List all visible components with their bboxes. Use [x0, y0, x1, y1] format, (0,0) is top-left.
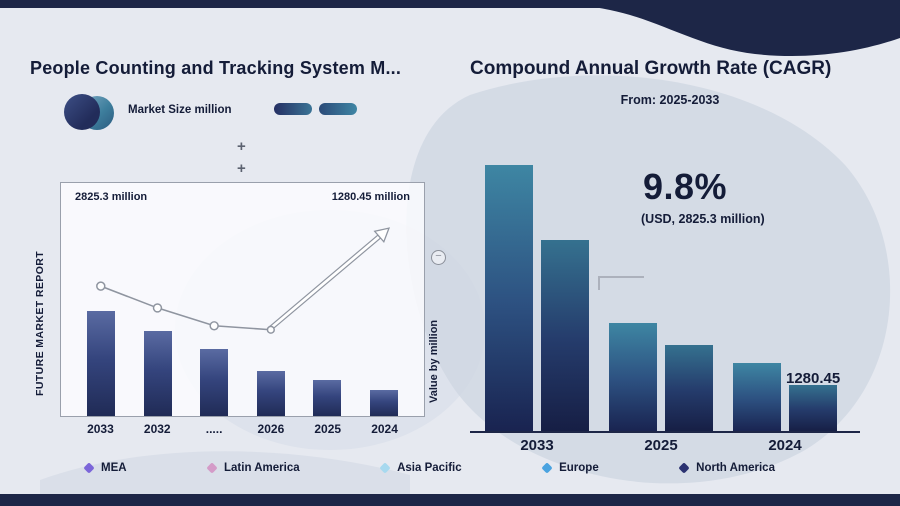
- legend-item-europe: Europe: [541, 462, 599, 474]
- left-year-label: 2024: [371, 422, 398, 436]
- left-bar: [200, 349, 229, 416]
- legend-dot-icon: [83, 462, 95, 474]
- left-chart-title: People Counting and Tracking System M...: [30, 58, 402, 78]
- pill-icon: [274, 103, 312, 115]
- left-bar-cell: [356, 276, 413, 416]
- legend-item-latin-america: Latin America: [206, 462, 300, 474]
- left-year-label: 2033: [87, 422, 114, 436]
- left-bar-cell: [299, 276, 356, 416]
- left-bar-cell: [186, 276, 243, 416]
- right-bar: [609, 323, 657, 432]
- legend-label: Asia Pacific: [397, 462, 462, 474]
- legend-dot-icon: [379, 462, 391, 474]
- market-size-legend-label: Market Size million: [128, 104, 232, 116]
- bottom-left-wave: [40, 451, 410, 506]
- legend-label: Latin America: [224, 462, 300, 474]
- left-year-label: 2032: [143, 422, 171, 436]
- legend-dot-icon: [206, 462, 218, 474]
- left-years: 2033 2032..... 2026 2025 2024: [60, 422, 425, 436]
- pill-icon: [319, 103, 357, 115]
- trend-line-overlay: [96, 227, 391, 334]
- value-callout-2024: 1280.45: [786, 370, 841, 387]
- right-y-axis-label: Value by million: [428, 319, 440, 403]
- bottom-legend: MEA Latin America Asia Pacific Europe North …: [0, 462, 900, 474]
- right-bar-group-2033: [485, 165, 589, 432]
- left-bar: [256, 371, 285, 416]
- legend-dot-icon: [678, 462, 690, 474]
- right-bar: [665, 345, 713, 432]
- right-bar-group-2024: [733, 363, 837, 432]
- left-bar-cell: [73, 276, 130, 416]
- market-size-legend-icon: [64, 94, 118, 132]
- legend-label: North America: [696, 462, 775, 474]
- legend-item-mea: MEA: [83, 462, 127, 474]
- right-bar: [485, 165, 533, 432]
- right-bar: [733, 363, 781, 432]
- top-right-wave: [560, 0, 900, 57]
- left-year-label: 2026: [257, 422, 285, 436]
- legend-item-north-america: North America: [678, 462, 775, 474]
- legend-dot-icon: [541, 462, 553, 474]
- right-axis-line: [470, 431, 860, 433]
- bottom-bar: [0, 494, 900, 506]
- right-bars: [470, 160, 860, 432]
- right-year-label: 2033: [520, 437, 554, 454]
- legend-item-asia-pacific: Asia Pacific: [379, 462, 462, 474]
- right-chart-title: Compound Annual Growth Rate (CAGR): [470, 58, 832, 79]
- right-year-label: 2024: [768, 437, 802, 454]
- left-year-label: .....: [205, 422, 223, 436]
- left-bar-cell: [130, 276, 187, 416]
- donut-navy-half-icon: [64, 94, 100, 130]
- plus-icon: +: [237, 138, 246, 155]
- market-size-chart: 2825.3 million 1280.45 million: [60, 182, 425, 417]
- right-year-label: 2025: [644, 437, 678, 454]
- left-bar: [313, 380, 342, 416]
- left-bar: [87, 311, 116, 416]
- right-years: 2033 2025 2024: [470, 437, 860, 454]
- top-bar: [0, 0, 900, 8]
- value-annotation-left: 2825.3 million: [75, 191, 148, 203]
- left-bar: [143, 331, 172, 416]
- decorative-bracket: [598, 276, 644, 290]
- minus-icon: −: [431, 250, 446, 265]
- left-bar-cell: [243, 276, 300, 416]
- gradient-pills: [274, 103, 357, 115]
- cagr-note: (USD, 2825.3 million): [641, 212, 765, 226]
- right-bar-group-2025: [609, 323, 713, 432]
- right-bar: [789, 385, 837, 432]
- cagr-value: 9.8%: [643, 166, 728, 207]
- left-bar: [369, 390, 398, 416]
- future-market-report-label: FUTURE MARKET REPORT: [34, 250, 46, 396]
- plus-icon: +: [237, 160, 246, 177]
- left-bars: [61, 276, 424, 416]
- value-annotation-right: 1280.45 million: [331, 191, 410, 203]
- legend-label: MEA: [101, 462, 127, 474]
- left-year-label: 2025: [314, 422, 342, 436]
- right-bar: [541, 240, 589, 432]
- legend-label: Europe: [559, 462, 599, 474]
- right-chart-subtitle: From: 2025-2033: [620, 93, 720, 107]
